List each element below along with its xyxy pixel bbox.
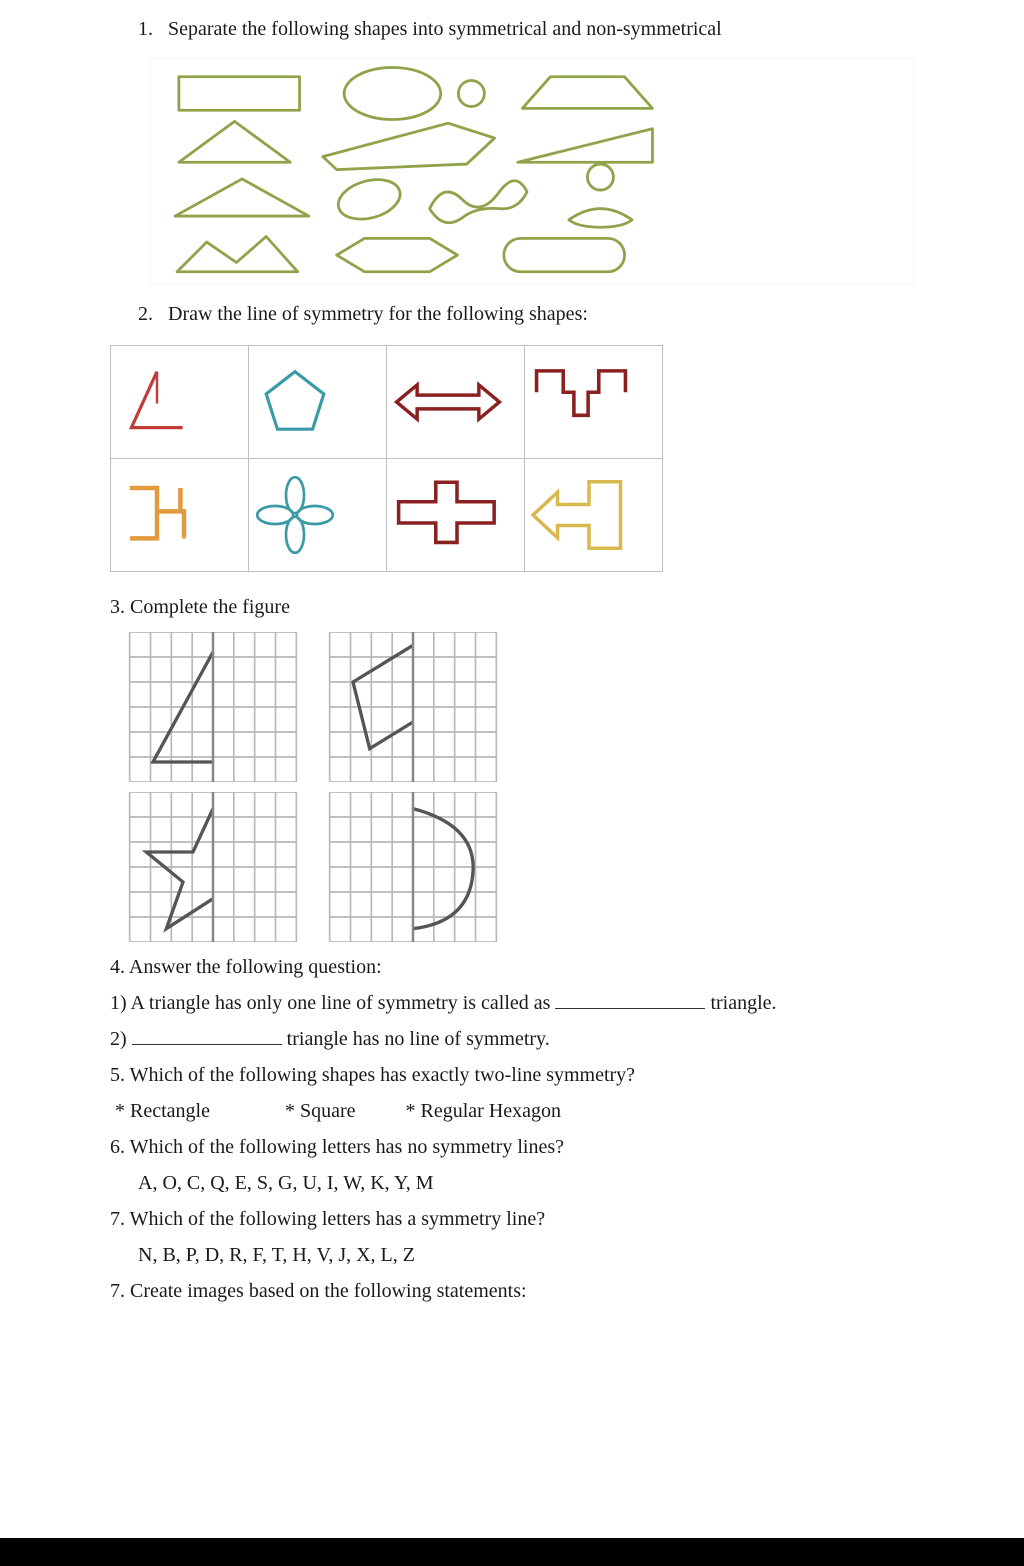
q7b-text: 7. Create images based on the following … — [110, 1276, 914, 1306]
q3-row1 — [128, 632, 914, 782]
q1-shapes-svg — [151, 59, 671, 284]
q2-cell-0-3 — [525, 346, 663, 459]
q3-fig-1 — [328, 632, 498, 782]
q4-sub2-pre: 2) — [110, 1028, 127, 1050]
cell-triangle — [112, 362, 202, 442]
q7a-letters: N, B, P, D, R, F, T, H, V, J, X, L, Z — [110, 1240, 914, 1270]
q2-grid — [110, 345, 663, 572]
q2-cell-1-3 — [525, 459, 663, 572]
shape-hexagon — [337, 238, 458, 271]
cell-four-petal — [250, 470, 340, 560]
cell-swastika-like — [112, 470, 202, 560]
q2-cell-0-1 — [249, 346, 387, 459]
q4-sub1: 1) A triangle has only one line of symme… — [110, 988, 914, 1018]
q2-cell-1-2 — [387, 459, 525, 572]
shape-rectangle — [179, 77, 300, 110]
q2-body: Draw the line of symmetry for the follow… — [168, 303, 588, 325]
cell-pentagon — [250, 362, 340, 442]
shape-small-circle — [458, 81, 484, 107]
cell-plus-block — [526, 362, 636, 442]
q1-shapes-box — [150, 58, 914, 285]
q5-text: 5. Which of the following shapes has exa… — [110, 1060, 914, 1090]
q4-blank1[interactable] — [555, 988, 705, 1009]
q1-number: 1. — [138, 18, 153, 40]
q2-cell-0-0 — [111, 346, 249, 459]
q4-sub1-pre: 1) A triangle has only one line of symme… — [110, 992, 555, 1014]
cell-double-arrow — [388, 367, 508, 437]
q5-opt-1: * Square — [285, 1100, 356, 1122]
q6-letters: A, O, C, Q, E, S, G, U, I, W, K, Y, M — [110, 1168, 914, 1198]
cell-cross-block — [388, 475, 503, 555]
q5-opt-0: * Rectangle — [115, 1100, 210, 1122]
q4-sub2-post: triangle has no line of symmetry. — [287, 1028, 550, 1050]
q3-fig-3 — [328, 792, 498, 942]
q3-row2 — [128, 792, 914, 942]
shape-slanted-hexagon — [323, 123, 495, 169]
shape-parallelogram — [522, 77, 652, 109]
q4-sub1-post: triangle. — [710, 992, 776, 1014]
q7a-text: 7. Which of the following letters has a … — [110, 1204, 914, 1234]
q6-text: 6. Which of the following letters has no… — [110, 1132, 914, 1162]
shape-rounded-rect — [504, 238, 625, 271]
q2-cell-1-0 — [111, 459, 249, 572]
worksheet-page: 1. Separate the following shapes into sy… — [0, 0, 1024, 1566]
q2-cell-0-2 — [387, 346, 525, 459]
q3-fig-0 — [128, 632, 298, 782]
q1-body: Separate the following shapes into symme… — [168, 18, 722, 40]
shape-ellipse — [344, 68, 441, 120]
shape-blob-person — [569, 164, 632, 227]
bottom-bar — [0, 1538, 1024, 1566]
shape-crown-banner — [177, 237, 298, 272]
q5-options: * Rectangle * Square * Regular Hexagon — [110, 1096, 914, 1126]
q3-text: 3. Complete the figure — [110, 592, 914, 622]
q2-cell-1-1 — [249, 459, 387, 572]
q5-opt-2: * Regular Hexagon — [406, 1100, 562, 1122]
q3-fig-2 — [128, 792, 298, 942]
cell-arrow-block-left — [526, 470, 631, 560]
q4-sub2: 2) triangle has no line of symmetry. — [110, 1024, 914, 1054]
q2-number: 2. — [138, 303, 153, 325]
q4-blank2[interactable] — [132, 1024, 282, 1045]
shape-squiggle — [430, 181, 527, 223]
shape-triangle-outline — [179, 121, 290, 162]
shape-oval-small — [334, 173, 405, 225]
shape-right-triangle — [518, 129, 653, 162]
q1-text: 1. Separate the following shapes into sy… — [110, 14, 914, 44]
q2-text: 2. Draw the line of symmetry for the fol… — [110, 299, 914, 329]
q4-text: 4. Answer the following question: — [110, 952, 914, 982]
shape-wide-triangle — [175, 179, 309, 216]
